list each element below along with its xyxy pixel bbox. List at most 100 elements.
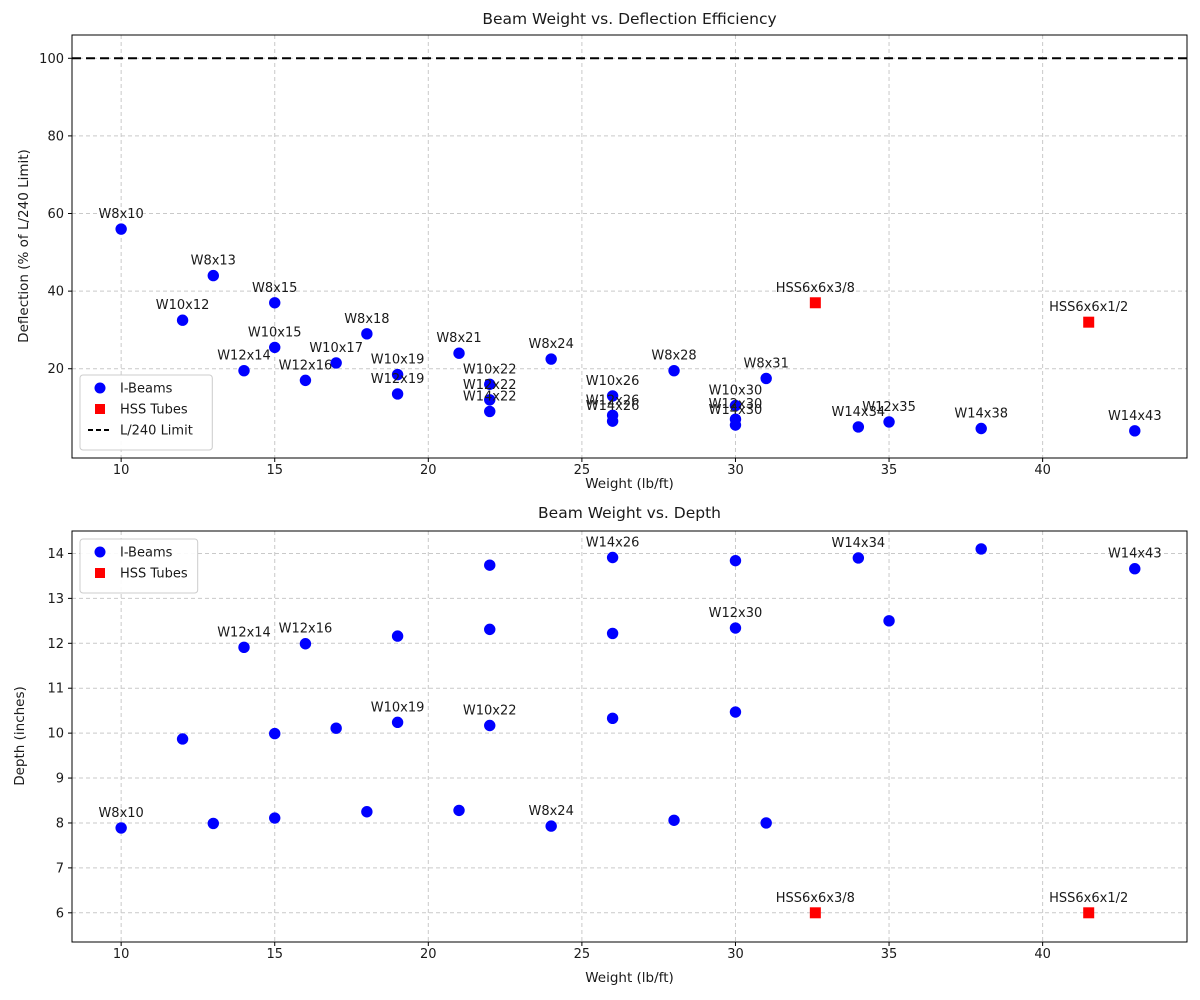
ibeam-point-W12x14 — [238, 641, 250, 654]
y-tick-label: 14 — [47, 547, 64, 562]
point-label: W8x24 — [528, 804, 573, 819]
hss-point-HSS6x6x3/8 — [809, 907, 821, 919]
ibeam-point-W10x22 — [484, 719, 496, 732]
y-tick-label: 12 — [47, 637, 64, 652]
point-label: W12x26 — [586, 393, 640, 408]
legend-entry-label: HSS Tubes — [120, 403, 188, 418]
ibeam-point-W8x31 — [760, 817, 772, 829]
point-label: W10x12 — [156, 298, 210, 313]
ibeam-point-W10x26 — [606, 712, 619, 725]
x-tick-label: 10 — [113, 947, 130, 962]
point-label: W12x14 — [217, 349, 271, 364]
legend-entry-label: L/240 Limit — [120, 424, 193, 439]
plot-border — [71, 530, 1188, 943]
ibeam-point-W8x24 — [545, 353, 557, 365]
ibeam-point-W8x15 — [269, 812, 281, 824]
ibeam-point-W14x43 — [1129, 425, 1141, 437]
ibeam-point-W12x19 — [391, 630, 404, 642]
ibeam-point-W10x12 — [176, 733, 189, 745]
depth-chart: 10 15 20 25 30 35 40 6 7 8 9 10 11 12 13 14 W8x10 W12x14 W… — [47, 530, 1188, 962]
y-tick-label: 7 — [56, 861, 64, 876]
x-tick-label: 40 — [1034, 463, 1051, 478]
point-label: HSS6x6x3/8 — [776, 891, 855, 906]
ibeam-point-W14x34 — [852, 552, 865, 564]
ibeam-point-W8x10 — [115, 822, 127, 834]
ibeam-point-W10x19 — [391, 368, 404, 381]
ibeam-point-W8x28 — [668, 814, 680, 826]
ibeam-point-W8x21 — [453, 347, 465, 359]
ibeam-point-W8x10 — [115, 223, 127, 235]
ibeam-point-W8x28 — [668, 364, 680, 377]
ibeam-point-W12x35 — [883, 615, 895, 627]
x-tick-label: 20 — [420, 463, 437, 478]
x-tick-label: 35 — [881, 947, 898, 962]
ibeam-point-W8x21 — [453, 804, 465, 817]
point-label: W8x24 — [528, 337, 573, 352]
point-label: W12x35 — [862, 400, 916, 415]
legend: I-Beams HSS Tubes — [79, 538, 199, 594]
legend: I-Beams HSS Tubes L/240 Limit — [79, 374, 213, 451]
deflection-chart: 10 15 20 25 30 35 40 20 40 60 80 100 W8x10 W10x12 W8x1… — [39, 34, 1188, 478]
y-tick-label: 60 — [47, 207, 64, 222]
point-label: W14x34 — [832, 405, 886, 420]
ibeam-point-W8x13 — [207, 817, 219, 830]
x-tick-label: 30 — [727, 463, 744, 478]
y-tick-label: 11 — [47, 682, 64, 697]
y-tick-label: 9 — [56, 772, 64, 787]
y-tick-label: 8 — [56, 816, 64, 831]
point-label: W8x21 — [436, 331, 481, 346]
point-label: W10x22 — [463, 362, 517, 377]
x-tick-label: 25 — [574, 463, 591, 478]
point-label: W8x28 — [651, 349, 696, 364]
bottom-chart-title: Beam Weight vs. Depth — [538, 504, 721, 522]
point-label: W8x15 — [252, 281, 297, 296]
point-label: W14x26 — [586, 399, 640, 414]
y-tick-label: 40 — [47, 285, 64, 300]
ibeam-point-W12x19 — [391, 388, 404, 400]
plot-border — [71, 34, 1188, 459]
ibeam-point-W8x24 — [545, 820, 557, 832]
x-tick-label: 35 — [881, 463, 898, 478]
hss-point-HSS6x6x1/2 — [1083, 907, 1095, 919]
point-label: W12x16 — [279, 358, 333, 373]
point-label: W14x30 — [709, 403, 763, 418]
y-tick-label: 10 — [47, 727, 64, 742]
point-label: W10x26 — [586, 374, 640, 389]
ibeam-point-W10x19 — [391, 716, 404, 729]
point-label: W10x19 — [371, 353, 425, 368]
ibeam-point-W12x16 — [299, 638, 312, 650]
ibeam-point-W8x31 — [760, 372, 772, 385]
bottom-chart-xlabel: Weight (lb/ft) — [585, 970, 674, 986]
point-label: W14x38 — [954, 407, 1008, 422]
point-label: W8x31 — [743, 356, 788, 371]
ibeam-point-W12x14 — [238, 364, 250, 377]
point-label: HSS6x6x3/8 — [776, 281, 855, 296]
ibeam-point-W14x43 — [1129, 563, 1141, 575]
x-tick-label: 30 — [727, 947, 744, 962]
point-label: W12x30 — [709, 606, 763, 621]
ibeam-point-W14x38 — [975, 422, 987, 435]
legend-box — [79, 538, 199, 594]
ibeam-point-W10x30 — [729, 706, 742, 718]
hss-point-HSS6x6x1/2 — [1083, 316, 1095, 328]
legend-entry-label: I-Beams — [120, 546, 173, 561]
ibeam-point-W14x22 — [484, 405, 496, 418]
x-tick-label: 25 — [574, 947, 591, 962]
point-label: W10x30 — [709, 384, 763, 399]
top-chart-xlabel: Weight (lb/ft) — [585, 476, 674, 492]
point-label: W12x30 — [709, 397, 763, 412]
y-tick-label: 80 — [47, 129, 64, 144]
ibeam-point-W14x26 — [606, 551, 619, 564]
point-label: W10x17 — [309, 341, 363, 356]
point-label: W14x34 — [832, 536, 886, 551]
legend-circle-marker — [94, 382, 106, 394]
point-label: HSS6x6x1/2 — [1049, 891, 1128, 906]
ibeam-point-W14x30 — [729, 419, 742, 431]
point-label: W12x19 — [371, 372, 425, 387]
ibeam-point-W14x22 — [484, 559, 496, 571]
ibeam-point-W12x26 — [606, 627, 619, 640]
x-tick-label: 15 — [266, 463, 283, 478]
legend-box — [79, 374, 213, 451]
